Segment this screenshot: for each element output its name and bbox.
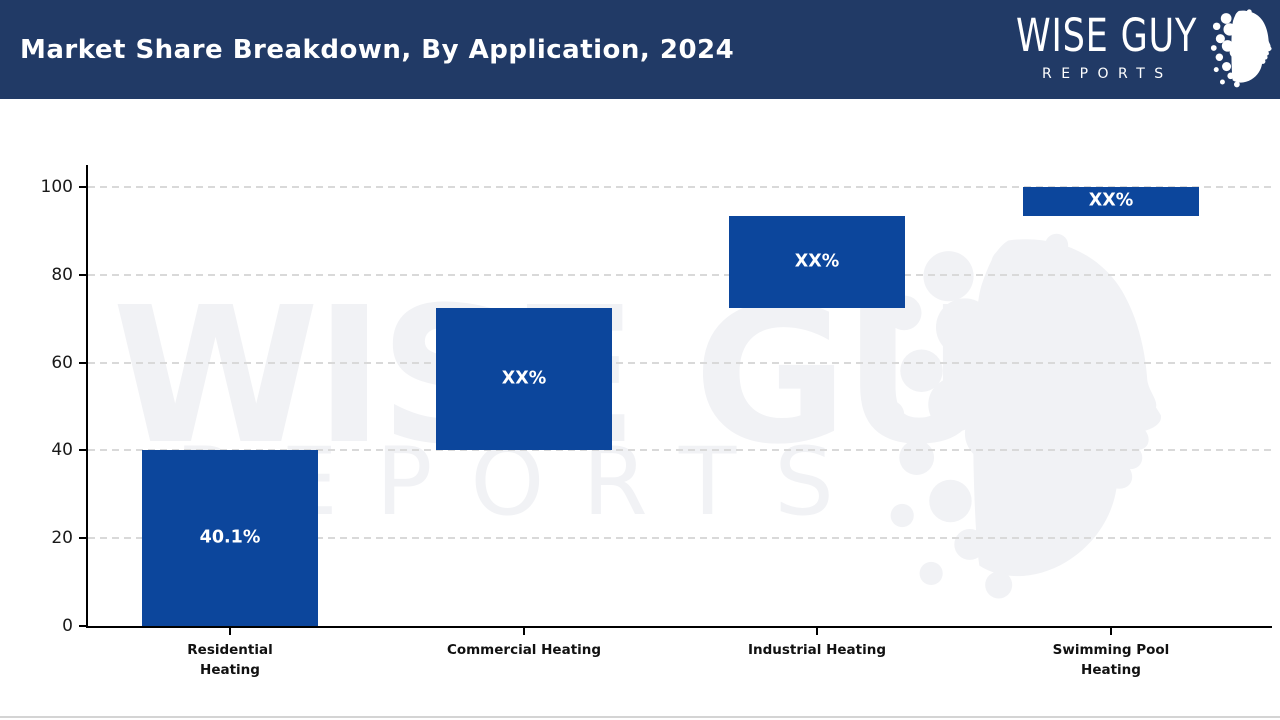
category-label-residential-heating: Residential Heating (120, 640, 340, 680)
y-tick-label-0: 0 (62, 616, 73, 636)
wiseguy-logo: WISE GUY REPORTS (1016, 9, 1272, 93)
x-tick-residential-heating (229, 628, 231, 635)
logo-subtitle: REPORTS (1042, 66, 1173, 82)
gridline-100 (88, 186, 1272, 188)
wiseguy-face-icon (1210, 9, 1272, 88)
watermark-face-icon (877, 233, 1162, 599)
bar-industrial-heating: XX% (729, 215, 905, 309)
header-bar: Market Share Breakdown, By Application, … (0, 0, 1280, 99)
category-label-line: Residential (187, 642, 273, 658)
bottom-border (0, 716, 1280, 718)
bar-swimming-pool-heating: XX% (1023, 187, 1199, 216)
y-tick-60 (79, 361, 86, 364)
bar-value-label-residential-heating: 40.1% (199, 527, 261, 548)
y-tick-label-80: 80 (51, 264, 73, 285)
category-label-swimming-pool-heating: Swimming Pool Heating (1001, 640, 1221, 680)
y-tick-label-100: 100 (40, 177, 73, 197)
page-title: Market Share Breakdown, By Application, … (20, 35, 735, 65)
y-axis-line (86, 165, 88, 628)
bar-value-label-commercial-heating: XX% (501, 368, 547, 389)
y-tick-40 (79, 449, 86, 452)
gridline-40 (88, 449, 1272, 452)
bar-commercial-heating: XX% (436, 308, 612, 450)
category-label-line: Heating (1081, 662, 1141, 678)
gridline-80 (88, 273, 1272, 276)
category-label-line: Commercial Heating (446, 642, 602, 658)
bar-value-label-industrial-heating: XX% (794, 251, 840, 272)
category-label-line: Heating (200, 662, 260, 678)
category-label-line: Swimming Pool (1052, 642, 1170, 658)
x-tick-industrial-heating (816, 628, 818, 635)
y-tick-100 (79, 186, 86, 188)
gridline-20 (88, 537, 1272, 540)
category-label-commercial-heating: Commercial Heating (414, 640, 634, 660)
category-label-line: Industrial Heating (747, 642, 887, 658)
logo-wordmark: WISE GUY (1016, 9, 1198, 62)
y-tick-80 (79, 273, 86, 276)
bar-residential-heating: 40.1% (142, 449, 318, 626)
bar-value-label-swimming-pool-heating: XX% (1088, 190, 1134, 211)
y-tick-0 (79, 625, 86, 627)
y-tick-label-20: 20 (51, 528, 73, 549)
gridline-60 (88, 361, 1272, 364)
y-tick-label-60: 60 (51, 352, 73, 373)
y-tick-label-40: 40 (51, 440, 73, 461)
y-tick-20 (79, 537, 86, 540)
x-tick-commercial-heating (523, 628, 525, 635)
category-label-industrial-heating: Industrial Heating (707, 640, 927, 660)
x-tick-swimming-pool-heating (1110, 628, 1112, 635)
x-axis-line (86, 626, 1272, 628)
